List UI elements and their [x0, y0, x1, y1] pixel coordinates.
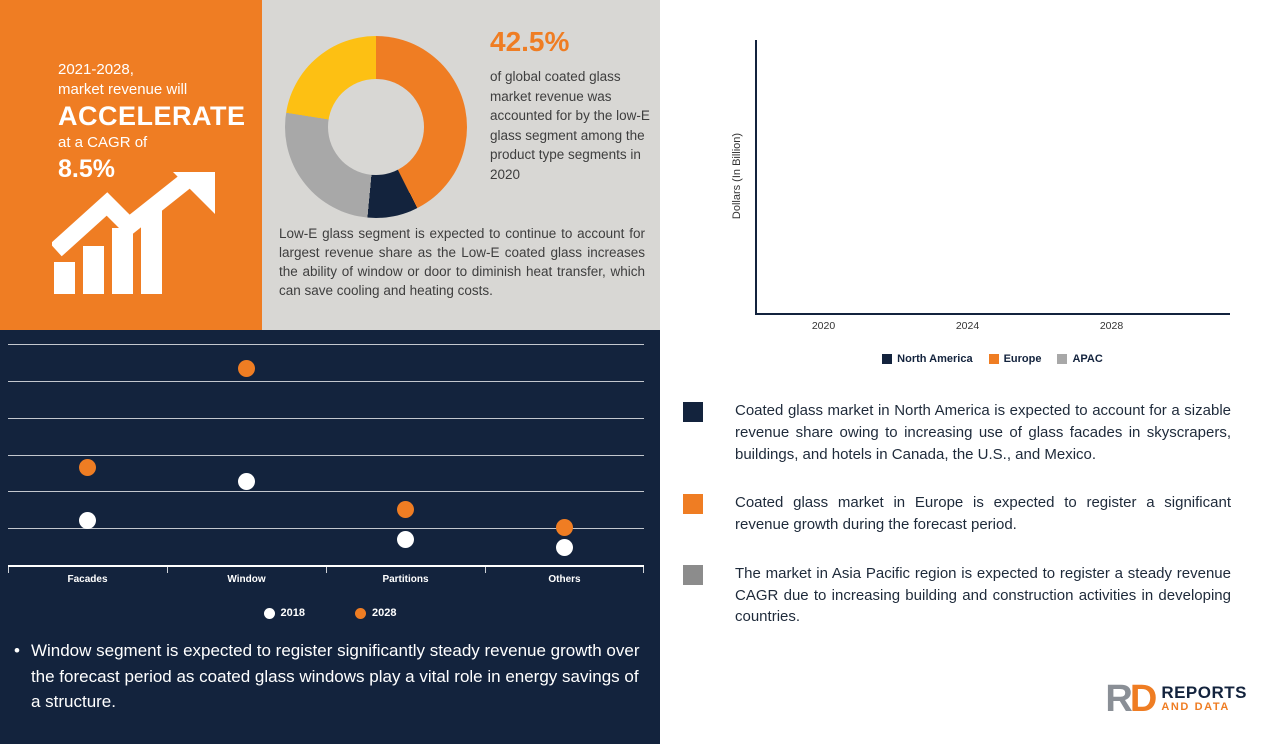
legend-label: APAC: [1072, 353, 1103, 365]
category-label: Facades: [67, 574, 108, 585]
axis-tick: [8, 566, 9, 573]
data-point-2018: [79, 512, 96, 530]
data-point-2028: [556, 518, 573, 536]
north-america-bullet: Coated glass market in North America is …: [683, 400, 1231, 465]
data-point-2028: [238, 359, 255, 377]
north-america-text: Coated glass market in North America is …: [735, 402, 1231, 463]
north-america-swatch: [683, 402, 703, 422]
left-column: 2021-2028, market revenue will ACCELERAT…: [0, 0, 660, 744]
legend-item-north-america: North America: [882, 353, 973, 365]
dot-plot-legend: 2018 2028: [0, 607, 660, 619]
category-label: 2028: [1099, 320, 1124, 332]
dot-plot-categories: Facades Window Partitions Others: [8, 574, 644, 585]
logo-mark-r: R: [1105, 678, 1133, 720]
cagr-promo-panel: 2021-2028, market revenue will ACCELERAT…: [0, 0, 262, 330]
segment-dot-plot: [8, 344, 644, 573]
legend-item-2018: 2018: [263, 607, 305, 619]
apac-swatch: [683, 564, 703, 585]
regional-bullets: Coated glass market in North America is …: [683, 400, 1231, 628]
gridline: [8, 455, 644, 456]
data-point-2028: [397, 501, 414, 519]
legend-swatch: [988, 354, 999, 364]
data-point-2018: [556, 538, 573, 556]
legend-label: 2018: [280, 607, 305, 619]
logo-text: REPORTS AND DATA: [1161, 684, 1247, 713]
bar-chart-legend: North America Europe APAC: [755, 353, 1230, 365]
gridline: [8, 418, 644, 419]
donut-panel: 42.5% of global coated glass market reve…: [262, 0, 660, 330]
gridline: [8, 528, 644, 529]
application-segment-panel: Facades Window Partitions Others 2018 2028 •…: [0, 330, 660, 744]
category-label: Window: [227, 574, 266, 585]
axis-tick: [485, 566, 486, 573]
lowe-paragraph: Low-E glass segment is expected to conti…: [279, 226, 645, 299]
bar-chart-y-axis-label: Dollars (In Billion): [731, 132, 743, 220]
gridline: [8, 491, 644, 492]
europe-bullet: Coated glass market in Europe is expecte…: [683, 492, 1231, 536]
promo-years: 2021-2028,: [58, 61, 134, 78]
axis-tick: [326, 566, 327, 573]
legend-item-apac: APAC: [1057, 353, 1103, 365]
axis-tick: [643, 566, 644, 573]
regional-bar-chart: [755, 40, 1230, 315]
bullet-marker: •: [14, 641, 20, 660]
axis-tick: [167, 566, 168, 573]
legend-swatch: [355, 607, 366, 619]
donut-hole: [328, 79, 424, 175]
lowe-share-description: of global coated glass market revenue wa…: [490, 69, 650, 182]
data-point-2018: [397, 531, 414, 549]
legend-label: North America: [897, 353, 973, 365]
category-label: Partitions: [382, 574, 429, 585]
legend-item-2028: 2028: [355, 607, 396, 619]
window-segment-bullet: • Window segment is expected to register…: [14, 638, 642, 715]
right-panel: Dollars (In Billion) 2020 2024 2028 North …: [660, 0, 1280, 744]
logo-mark: RD: [1105, 678, 1158, 720]
promo-cagr-value: 8.5%: [58, 155, 115, 184]
promo-revenue-line: market revenue will: [58, 80, 188, 98]
data-point-2028: [79, 459, 96, 477]
product-type-donut-chart: [285, 36, 467, 218]
promo-accelerate: ACCELERATE: [58, 100, 246, 131]
gridline: [8, 381, 644, 382]
legend-swatch: [263, 607, 275, 619]
window-segment-text: Window segment is expected to register s…: [30, 641, 640, 711]
europe-swatch: [683, 494, 703, 515]
lowe-share-stat: 42.5%: [490, 26, 570, 57]
promo-text: 2021-2028, market revenue will ACCELERAT…: [0, 0, 262, 186]
logo-name-top: REPORTS: [1161, 683, 1247, 703]
growth-arrow-icon: [52, 172, 215, 294]
legend-item-europe: Europe: [988, 353, 1042, 365]
reports-and-data-logo: RD REPORTS AND DATA: [1105, 680, 1247, 718]
europe-text: Coated glass market in Europe is expecte…: [735, 494, 1231, 533]
legend-swatch: [1057, 354, 1068, 364]
top-row: 2021-2028, market revenue will ACCELERAT…: [0, 0, 660, 330]
category-label: 2020: [811, 320, 836, 332]
promo-cagr-label: at a CAGR of: [58, 134, 148, 152]
category-label: 2024: [955, 320, 980, 332]
apac-bullet: The market in Asia Pacific region is exp…: [683, 563, 1231, 628]
apac-text: The market in Asia Pacific region is exp…: [735, 564, 1231, 626]
legend-swatch: [882, 354, 893, 364]
lowe-stat-block: 42.5% of global coated glass market reve…: [490, 26, 660, 184]
logo-name-bottom: AND DATA: [1161, 701, 1230, 714]
legend-label: 2028: [372, 607, 397, 619]
bar-chart-categories: 2020 2024 2028: [755, 320, 1230, 332]
legend-label: Europe: [1003, 353, 1042, 365]
data-point-2018: [238, 472, 255, 490]
logo-mark-d: D: [1129, 678, 1158, 720]
gridline: [8, 344, 644, 345]
category-label: Others: [548, 574, 581, 585]
